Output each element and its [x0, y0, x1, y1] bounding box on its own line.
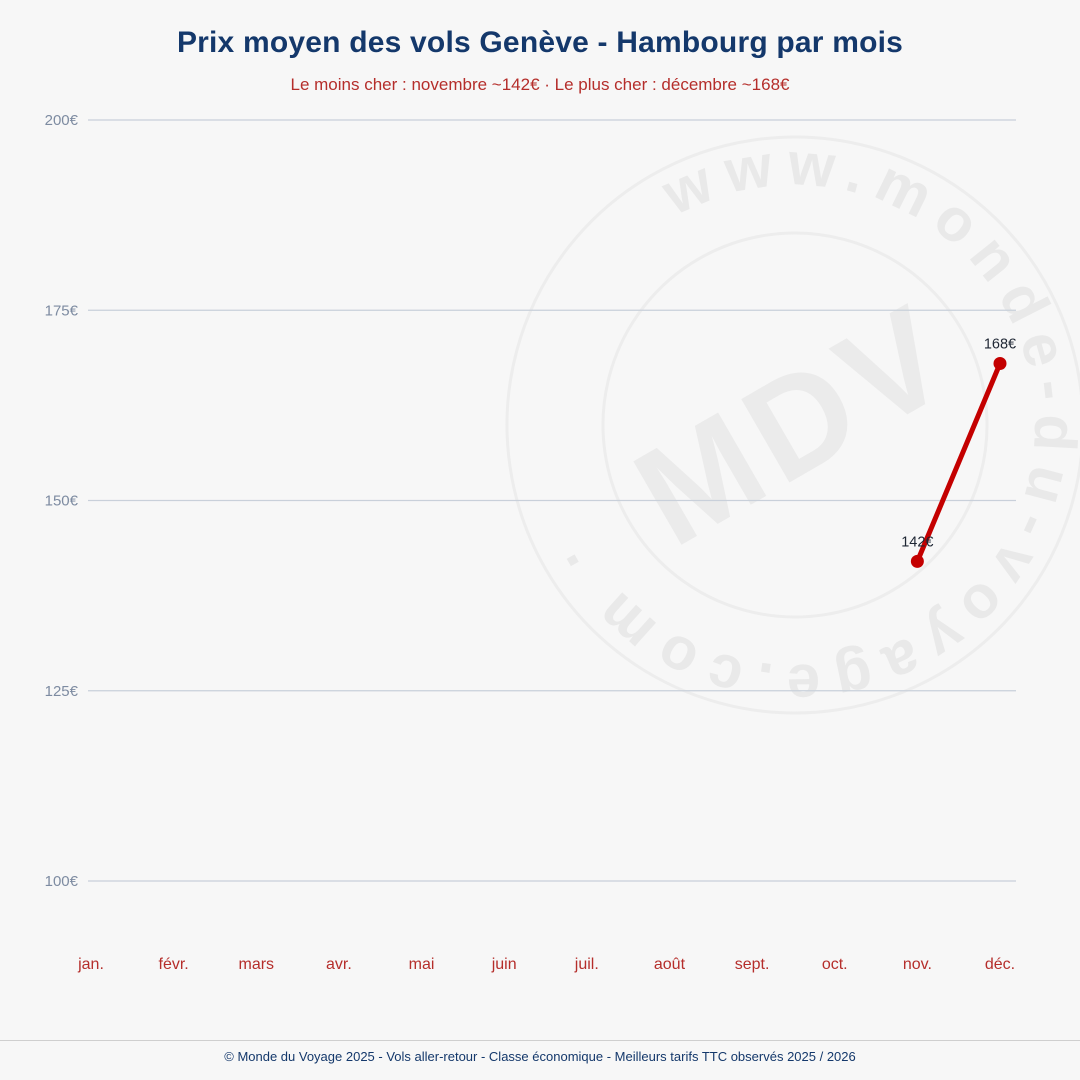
chart-title: Prix moyen des vols Genève - Hambourg pa…	[176, 26, 904, 59]
x-axis-month-label: févr.	[159, 956, 189, 973]
y-axis-tick-label: 200€	[45, 112, 79, 129]
x-axis-month-label: déc.	[985, 956, 1015, 973]
x-axis-month-label: mars	[238, 956, 274, 973]
data-point-label: 142€	[901, 534, 933, 550]
data-point	[993, 357, 1007, 371]
x-axis-month-label: avr.	[326, 956, 352, 973]
chart-subtitle: Le moins cher : novembre ~142€ · Le plus…	[290, 75, 790, 94]
x-axis-month-label: juin	[491, 956, 517, 973]
y-axis-tick-label: 175€	[45, 302, 79, 319]
x-axis-month-label: août	[654, 956, 686, 973]
data-point	[910, 554, 924, 568]
y-axis-tick-label: 125€	[45, 683, 79, 700]
x-axis-month-label: nov.	[903, 956, 932, 973]
x-axis-month-label: sept.	[735, 956, 770, 973]
footer-text: © Monde du Voyage 2025 - Vols aller-reto…	[224, 1049, 856, 1064]
x-axis-month-label: jan.	[77, 956, 104, 973]
x-axis-month-label: oct.	[822, 956, 848, 973]
y-axis-tick-label: 100€	[45, 873, 79, 890]
y-axis-tick-label: 150€	[45, 493, 79, 510]
x-axis-month-label: juil.	[574, 956, 599, 973]
x-axis-month-label: mai	[409, 956, 435, 973]
data-point-label: 168€	[984, 337, 1016, 353]
footer: © Monde du Voyage 2025 - Vols aller-reto…	[0, 1040, 1080, 1064]
price-line	[914, 361, 1003, 564]
